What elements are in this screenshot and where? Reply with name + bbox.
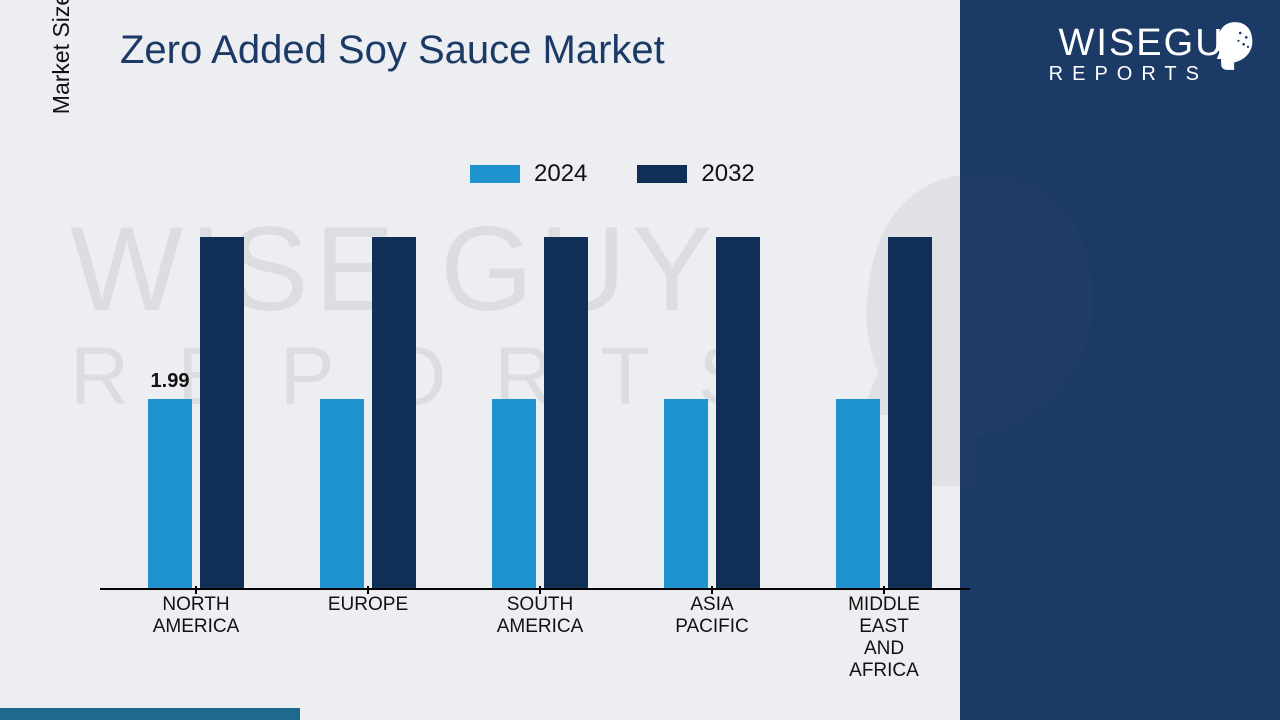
bar-value-label: 1.99 <box>138 370 202 393</box>
bar-2024 <box>320 399 364 588</box>
bottom-accent-bar <box>0 708 300 720</box>
chart-area: 1.99NORTHAMERICAEUROPESOUTHAMERICAASIAPA… <box>100 170 970 590</box>
bar-2032 <box>372 237 416 589</box>
bar-2032 <box>544 237 588 589</box>
chart-title: Zero Added Soy Sauce Market <box>120 28 665 73</box>
bar-2024 <box>492 399 536 588</box>
y-axis-label: Market Size in USD Billion <box>48 0 75 180</box>
bar-2024 <box>836 399 880 588</box>
plot-area: 1.99NORTHAMERICAEUROPESOUTHAMERICAASIAPA… <box>100 210 970 590</box>
x-tick-label: ASIAPACIFIC <box>642 588 782 638</box>
x-tick-label: EUROPE <box>298 588 438 616</box>
bar-2024 <box>148 399 192 588</box>
x-tick-label: NORTHAMERICA <box>126 588 266 638</box>
logo-head-icon <box>1212 20 1258 72</box>
bar-2032 <box>716 237 760 589</box>
logo-line2: REPORTS <box>972 64 1208 84</box>
bar-2024 <box>664 399 708 588</box>
bar-2032 <box>200 237 244 589</box>
bar-2032 <box>888 237 932 589</box>
right-panel <box>960 0 1280 720</box>
brand-logo: WISEGUY REPORTS <box>972 24 1252 84</box>
logo-line1: WISEGUY <box>972 24 1252 62</box>
x-tick-label: SOUTHAMERICA <box>470 588 610 638</box>
x-tick-label: MIDDLEEASTANDAFRICA <box>814 588 954 681</box>
